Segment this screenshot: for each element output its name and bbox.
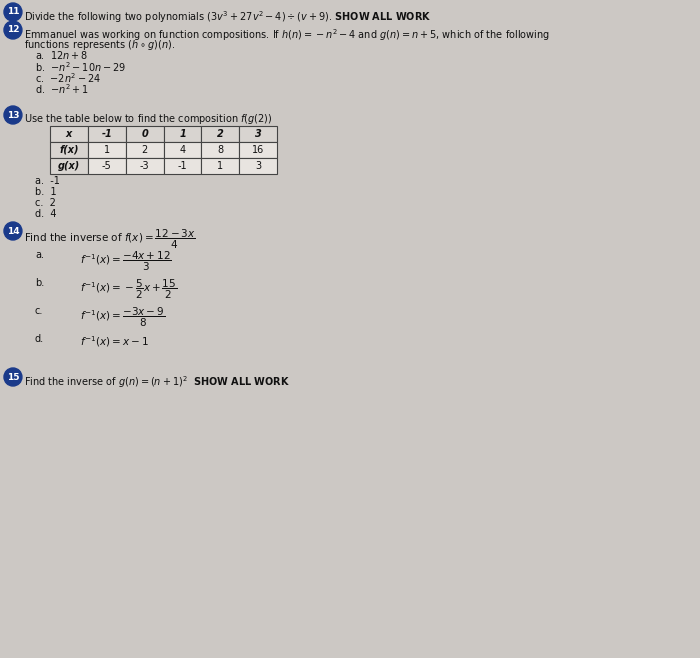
Bar	[50, 142, 88, 158]
Bar	[239, 126, 277, 142]
Bar	[88, 158, 125, 174]
Bar	[88, 142, 125, 158]
Text: d.: d.	[35, 334, 44, 344]
Text: d.  4: d. 4	[35, 209, 57, 219]
Text: 1: 1	[217, 161, 223, 171]
Bar	[125, 126, 164, 142]
Text: b.: b.	[35, 278, 44, 288]
Circle shape	[4, 222, 22, 240]
Text: 1: 1	[104, 145, 110, 155]
Text: 14: 14	[6, 226, 20, 236]
Bar	[164, 126, 202, 142]
Bar	[239, 142, 277, 158]
Text: 3: 3	[256, 161, 261, 171]
Text: c.  $-2n^2-24$: c. $-2n^2-24$	[35, 71, 101, 85]
Bar	[88, 126, 125, 142]
Text: b.  $-n^2-10n-29$: b. $-n^2-10n-29$	[35, 60, 126, 74]
Text: Find the inverse of $g(n)=(n+1)^2$  $\mathbf{SHOW\ ALL\ WORK}$: Find the inverse of $g(n)=(n+1)^2$ $\mat…	[24, 374, 290, 390]
Bar	[202, 126, 239, 142]
Text: 8: 8	[217, 145, 223, 155]
Text: d.  $-n^2+1$: d. $-n^2+1$	[35, 82, 89, 96]
Text: $f^{-1}(x)=\dfrac{-4x+12}{3}$: $f^{-1}(x)=\dfrac{-4x+12}{3}$	[80, 250, 172, 273]
Text: f(x): f(x)	[59, 145, 78, 155]
Bar	[239, 158, 277, 174]
Text: -3: -3	[140, 161, 149, 171]
Text: $f^{-1}(x)=x-1$: $f^{-1}(x)=x-1$	[80, 334, 148, 349]
Text: 4: 4	[179, 145, 186, 155]
Bar	[202, 158, 239, 174]
Text: g(x): g(x)	[57, 161, 80, 171]
Text: 2: 2	[141, 145, 148, 155]
Text: x: x	[66, 129, 72, 139]
Text: a.: a.	[35, 250, 44, 260]
Bar	[50, 158, 88, 174]
Circle shape	[4, 3, 22, 21]
Text: 0: 0	[141, 129, 148, 139]
Text: 11: 11	[7, 7, 19, 16]
Text: 3: 3	[255, 129, 262, 139]
Bar	[125, 158, 164, 174]
Circle shape	[4, 106, 22, 124]
Text: 16: 16	[252, 145, 265, 155]
Text: Emmanuel was working on function compositions. If $h(n)=-n^2-4$ and $g(n)=n+5$, : Emmanuel was working on function composi…	[24, 27, 550, 43]
Circle shape	[4, 368, 22, 386]
Text: Divide the following two polynomials $(3v^3+27v^2-4)\div(v+9)$. $\mathbf{SHOW\ A: Divide the following two polynomials $(3…	[24, 9, 431, 25]
Text: c.  2: c. 2	[35, 198, 56, 208]
Text: Find the inverse of $f(x)=\dfrac{12-3x}{4}$: Find the inverse of $f(x)=\dfrac{12-3x}{…	[24, 228, 195, 251]
Bar	[164, 142, 202, 158]
Text: 12: 12	[7, 26, 19, 34]
Text: -1: -1	[102, 129, 112, 139]
Text: -1: -1	[178, 161, 188, 171]
Text: -5: -5	[102, 161, 111, 171]
Circle shape	[4, 21, 22, 39]
Bar	[50, 126, 88, 142]
Text: a.  $12n+8$: a. $12n+8$	[35, 49, 88, 61]
Text: 15: 15	[7, 372, 19, 382]
Text: 2: 2	[217, 129, 224, 139]
Text: b.  1: b. 1	[35, 187, 57, 197]
Bar	[125, 142, 164, 158]
Text: a.  -1: a. -1	[35, 176, 60, 186]
Bar	[164, 158, 202, 174]
Text: Use the table below to find the composition $f(g(2))$: Use the table below to find the composit…	[24, 112, 272, 126]
Text: 13: 13	[7, 111, 19, 120]
Text: $f^{-1}(x)=\dfrac{-3x-9}{8}$: $f^{-1}(x)=\dfrac{-3x-9}{8}$	[80, 306, 165, 329]
Text: functions represents $(h\circ g)(n)$.: functions represents $(h\circ g)(n)$.	[24, 38, 175, 52]
Bar	[202, 142, 239, 158]
Text: $f^{-1}(x)=-\dfrac{5}{2}x+\dfrac{15}{2}$: $f^{-1}(x)=-\dfrac{5}{2}x+\dfrac{15}{2}$	[80, 278, 177, 301]
Text: 1: 1	[179, 129, 186, 139]
Text: c.: c.	[35, 306, 43, 316]
